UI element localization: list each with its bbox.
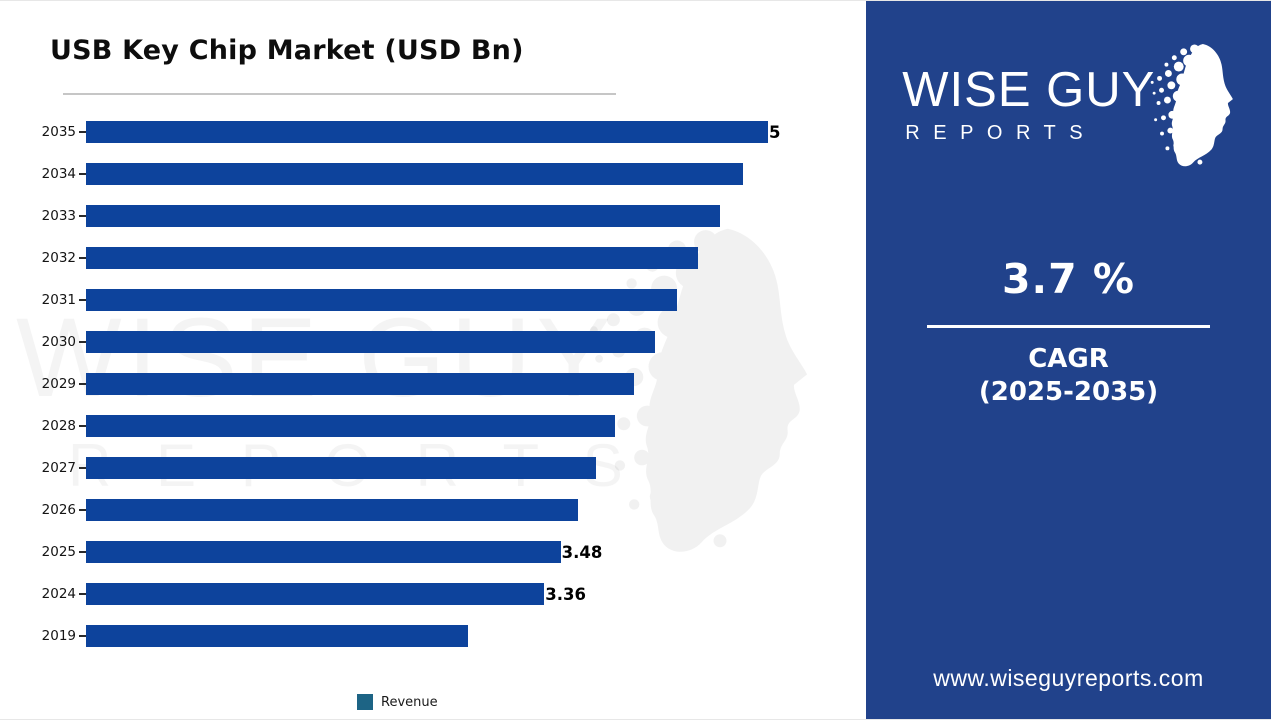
cagr-range: (2025-2035)	[978, 376, 1159, 407]
bar-row: 2033	[0, 195, 866, 237]
revenue-bar	[86, 331, 655, 353]
revenue-bar	[86, 499, 579, 521]
y-tick-label: 2028	[41, 418, 76, 434]
revenue-bar	[86, 583, 545, 605]
logo-text: WISE GUY REPORTS	[902, 63, 1156, 144]
y-tick-mark	[79, 341, 86, 343]
sidebar: WISE GUY REPORTS 3.7 % CAGR (2025-2035) …	[866, 1, 1271, 719]
revenue-bar	[86, 163, 744, 185]
bar-chart: 2035 5 2034 2033 2032 2031 2030 2029 2028 2027 202…	[0, 111, 866, 657]
revenue-bar	[86, 457, 597, 479]
y-tick-mark	[79, 131, 86, 133]
y-tick-mark	[79, 383, 86, 385]
revenue-bar	[86, 373, 635, 395]
cagr-value: 3.7 %	[1002, 255, 1135, 303]
head-profile-icon	[1151, 43, 1234, 167]
bar-row: 2019	[0, 615, 866, 657]
cagr-block: 3.7 % CAGR (2025-2035)	[866, 255, 1271, 408]
revenue-bar	[86, 541, 561, 563]
y-tick-label: 2035	[41, 124, 76, 140]
y-tick-mark	[79, 551, 86, 553]
revenue-bar	[86, 415, 616, 437]
y-tick-label: 2034	[41, 166, 76, 182]
chart-title: USB Key Chip Market (USD Bn)	[50, 35, 524, 66]
bar-row: 2032	[0, 237, 866, 279]
bar-value-label: 5	[769, 122, 781, 142]
bar-row: 2025 3.48	[0, 531, 866, 573]
y-tick-mark	[79, 509, 86, 511]
bar-value-label: 3.48	[561, 542, 603, 562]
y-tick-label: 2019	[41, 628, 76, 644]
y-tick-label: 2026	[41, 502, 76, 518]
y-tick-mark	[79, 593, 86, 595]
legend-marker	[357, 694, 373, 710]
bar-row: 2030	[0, 321, 866, 363]
y-tick-label: 2032	[41, 250, 76, 266]
y-tick-label: 2033	[41, 208, 76, 224]
bar-row: 2031	[0, 279, 866, 321]
y-tick-mark	[79, 299, 86, 301]
y-tick-label: 2031	[41, 292, 76, 308]
y-tick-mark	[79, 257, 86, 259]
wise-guy-reports-logo: WISE GUY REPORTS	[866, 41, 1271, 169]
website-url: www.wiseguyreports.com	[933, 665, 1204, 691]
y-tick-label: 2025	[41, 544, 76, 560]
bar-row: 2034	[0, 153, 866, 195]
y-tick-mark	[79, 467, 86, 469]
y-tick-label: 2030	[41, 334, 76, 350]
bar-row: 2026	[0, 489, 866, 531]
y-tick-mark	[79, 173, 86, 175]
revenue-bar	[86, 625, 468, 647]
bar-row: 2027	[0, 447, 866, 489]
y-tick-mark	[79, 215, 86, 217]
y-tick-mark	[79, 635, 86, 637]
revenue-bar	[86, 247, 699, 269]
revenue-bar	[86, 121, 768, 143]
y-tick-label: 2029	[41, 376, 76, 392]
bar-value-label: 3.36	[545, 584, 587, 604]
y-tick-label: 2027	[41, 460, 76, 476]
legend-label: Revenue	[381, 694, 438, 710]
bar-row: 2035 5	[0, 111, 866, 153]
revenue-bar	[86, 289, 677, 311]
bar-row: 2024 3.36	[0, 573, 866, 615]
bar-row: 2029	[0, 363, 866, 405]
bar-row: 2028	[0, 405, 866, 447]
y-tick-label: 2024	[41, 586, 76, 602]
logo-reports: REPORTS	[905, 121, 1097, 144]
chart-panel: USB Key Chip Market (USD Bn) WISE GUY R …	[0, 1, 866, 719]
revenue-bar	[86, 205, 721, 227]
logo-wise-guy: WISE GUY	[902, 63, 1156, 118]
cagr-divider	[927, 325, 1210, 328]
legend: Revenue	[357, 694, 438, 710]
y-tick-mark	[79, 425, 86, 427]
cagr-title: CAGR	[1028, 344, 1109, 374]
title-underline	[63, 93, 616, 95]
